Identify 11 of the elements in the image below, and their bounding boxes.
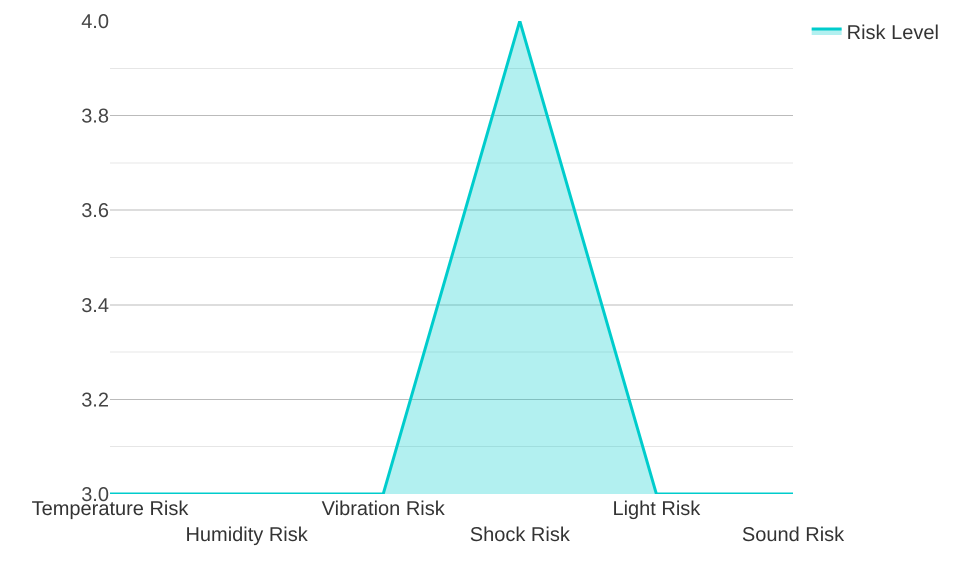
y-tick-label: 3.8	[81, 106, 109, 128]
x-tick-label: Shock Risk	[470, 524, 571, 546]
x-tick-label: Vibration Risk	[322, 498, 446, 520]
y-tick-label: 3.2	[81, 389, 109, 412]
y-tick-label: 3.4	[81, 294, 109, 317]
x-tick-label: Humidity Risk	[185, 524, 309, 546]
x-tick-label: Light Risk	[612, 498, 702, 520]
x-tick-label: Sound Risk	[742, 524, 846, 546]
y-tick-label: 4.0	[81, 11, 109, 33]
y-tick-label: 3.6	[81, 200, 109, 222]
legend-label: Risk Level	[846, 22, 939, 44]
